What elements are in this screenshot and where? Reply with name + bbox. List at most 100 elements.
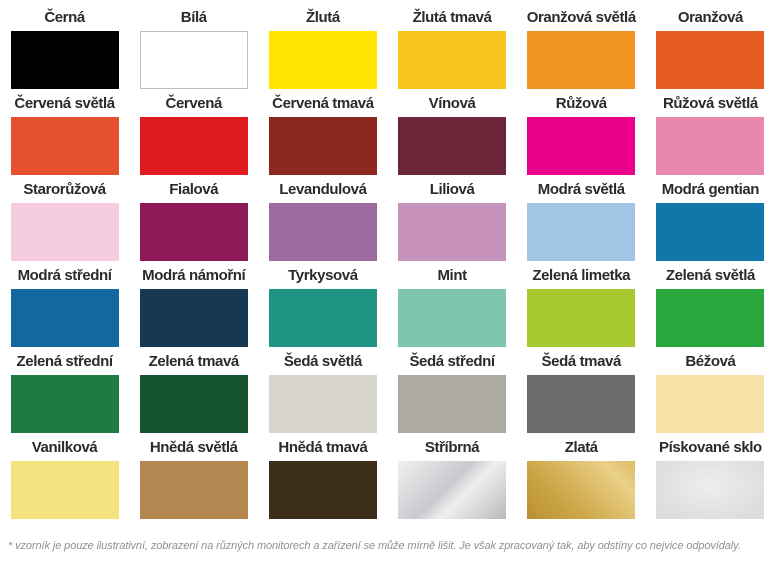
swatch-label: Mint xyxy=(437,266,467,284)
swatch-label: Stříbrná xyxy=(424,438,480,456)
swatch-label: Hnědá tmavá xyxy=(278,438,368,456)
swatch-label: Liliová xyxy=(429,180,475,198)
swatch-cell: Modrá gentian xyxy=(646,175,775,261)
swatch-label: Žlutá tmavá xyxy=(412,8,492,26)
swatch-cell: Oranžová xyxy=(646,3,775,89)
swatch-cell: Stříbrná xyxy=(388,433,517,519)
swatch-color-23 xyxy=(527,289,636,347)
swatch-label: Zlatá xyxy=(564,438,598,456)
swatch-color-27 xyxy=(268,375,377,433)
swatch-label: Vínová xyxy=(428,94,476,112)
swatch-color-29 xyxy=(527,375,636,433)
swatch-cell: Fialová xyxy=(129,175,258,261)
swatch-cell: Tyrkysová xyxy=(258,261,387,347)
swatch-cell: Šedá světlá xyxy=(258,347,387,433)
swatch-cell: Mint xyxy=(388,261,517,347)
swatch-label: Pískované sklo xyxy=(659,438,762,456)
swatch-cell: Zelená světlá xyxy=(646,261,775,347)
swatch-cell: Šedá střední xyxy=(388,347,517,433)
swatch-label: Oranžová světlá xyxy=(526,8,636,26)
swatch-cell: Červená tmavá xyxy=(258,89,387,175)
swatch-color-31 xyxy=(10,461,119,519)
swatch-color-12 xyxy=(656,117,765,175)
swatch-cell: Vínová xyxy=(388,89,517,175)
disclaimer-note: * vzorník je pouze ilustrativní, zobraze… xyxy=(8,540,741,552)
swatch-label: Šedá světlá xyxy=(283,352,363,370)
swatch-cell: Žlutá xyxy=(258,3,387,89)
swatch-color-16 xyxy=(398,203,507,261)
swatch-label: Červená světlá xyxy=(14,94,115,112)
swatch-color-28 xyxy=(398,375,507,433)
swatch-label: Zelená střední xyxy=(16,352,114,370)
swatch-color-36 xyxy=(656,461,765,519)
swatch-color-13 xyxy=(10,203,119,261)
swatch-color-32 xyxy=(139,461,248,519)
swatch-color-1 xyxy=(10,31,119,89)
swatch-cell: Bílá xyxy=(129,3,258,89)
swatch-color-4 xyxy=(398,31,507,89)
swatch-color-7 xyxy=(10,117,119,175)
swatch-cell: Béžová xyxy=(646,347,775,433)
swatch-color-26 xyxy=(139,375,248,433)
swatch-cell: Černá xyxy=(0,3,129,89)
swatch-label: Bílá xyxy=(180,8,207,26)
swatch-label: Béžová xyxy=(685,352,736,370)
swatch-color-22 xyxy=(398,289,507,347)
swatch-label: Tyrkysová xyxy=(288,266,358,284)
swatch-cell: Červená xyxy=(129,89,258,175)
swatch-cell: Modrá světlá xyxy=(517,175,646,261)
swatch-label: Šedá tmavá xyxy=(541,352,622,370)
swatch-color-3 xyxy=(268,31,377,89)
swatch-label: Růžová xyxy=(555,94,607,112)
swatch-cell: Šedá tmavá xyxy=(517,347,646,433)
swatch-color-2 xyxy=(139,31,248,89)
swatch-cell: Zelená střední xyxy=(0,347,129,433)
swatch-color-30 xyxy=(656,375,765,433)
swatch-color-25 xyxy=(10,375,119,433)
swatch-label: Zelená světlá xyxy=(665,266,755,284)
swatch-cell: Hnědá tmavá xyxy=(258,433,387,519)
swatch-cell: Modrá námořní xyxy=(129,261,258,347)
swatch-color-34 xyxy=(398,461,507,519)
swatch-cell: Starorůžová xyxy=(0,175,129,261)
swatch-cell: Zelená tmavá xyxy=(129,347,258,433)
swatch-cell: Růžová xyxy=(517,89,646,175)
swatch-label: Růžová světlá xyxy=(662,94,758,112)
swatch-color-10 xyxy=(398,117,507,175)
swatch-color-6 xyxy=(656,31,765,89)
swatch-cell: Oranžová světlá xyxy=(517,3,646,89)
swatch-color-33 xyxy=(268,461,377,519)
swatch-label: Levandulová xyxy=(279,180,367,198)
swatch-color-21 xyxy=(268,289,377,347)
swatch-color-18 xyxy=(656,203,765,261)
swatch-label: Modrá námořní xyxy=(142,266,246,284)
swatch-cell: Modrá střední xyxy=(0,261,129,347)
swatch-label: Zelená tmavá xyxy=(148,352,240,370)
swatch-color-14 xyxy=(139,203,248,261)
swatch-color-15 xyxy=(268,203,377,261)
swatch-color-11 xyxy=(527,117,636,175)
swatch-cell: Pískované sklo xyxy=(646,433,775,519)
swatch-color-8 xyxy=(139,117,248,175)
swatch-label: Žlutá xyxy=(305,8,340,26)
swatch-cell: Žlutá tmavá xyxy=(388,3,517,89)
swatch-label: Oranžová xyxy=(677,8,744,26)
swatch-label: Starorůžová xyxy=(23,180,106,198)
swatch-color-19 xyxy=(10,289,119,347)
swatch-cell: Hnědá světlá xyxy=(129,433,258,519)
swatch-label: Modrá gentian xyxy=(661,180,760,198)
swatch-cell: Vanilková xyxy=(0,433,129,519)
swatch-color-24 xyxy=(656,289,765,347)
swatch-label: Červená tmavá xyxy=(272,94,374,112)
color-swatch-grid: Černá Bílá Žlutá Žlutá tmavá Oranžová sv… xyxy=(0,3,775,519)
swatch-label: Modrá světlá xyxy=(537,180,625,198)
swatch-label: Modrá střední xyxy=(17,266,112,284)
swatch-color-35 xyxy=(527,461,636,519)
swatch-label: Červená xyxy=(165,94,223,112)
swatch-cell: Levandulová xyxy=(258,175,387,261)
swatch-label: Fialová xyxy=(169,180,219,198)
swatch-label: Hnědá světlá xyxy=(149,438,238,456)
swatch-cell: Růžová světlá xyxy=(646,89,775,175)
swatch-label: Vanilková xyxy=(31,438,98,456)
swatch-label: Šedá střední xyxy=(409,352,495,370)
